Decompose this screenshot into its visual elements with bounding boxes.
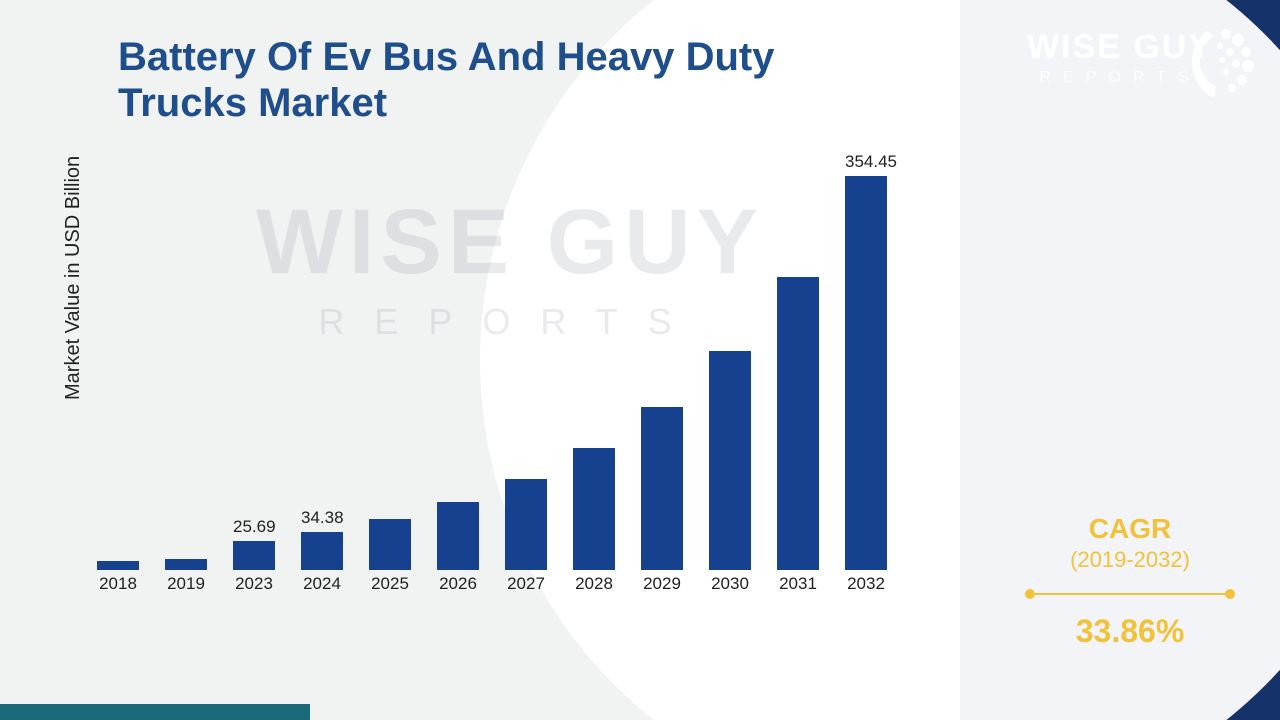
cagr-block: CAGR (2019-2032) 33.86% [1010, 513, 1250, 650]
x-tick-label: 2026 [428, 574, 488, 594]
bottom-strip [0, 704, 310, 720]
chart-title: Battery Of Ev Bus And Heavy Duty Trucks … [118, 34, 778, 126]
bar: 354.45 [845, 176, 887, 570]
bar [709, 351, 751, 570]
cagr-title: CAGR [1010, 513, 1250, 545]
plot-area: 25.69 34.38 354.45 [82, 170, 902, 570]
head-dots-icon [1186, 22, 1256, 102]
x-tick-label: 2029 [632, 574, 692, 594]
bar-value-label: 25.69 [233, 517, 275, 537]
x-tick-label: 2019 [156, 574, 216, 594]
x-tick-label: 2023 [224, 574, 284, 594]
x-tick-label: 2032 [836, 574, 896, 594]
bar-chart: 25.69 34.38 354.45 2018 2019 2023 2024 2025 202… [82, 170, 902, 600]
cagr-divider [1030, 593, 1230, 595]
bar [505, 479, 547, 570]
bar [573, 448, 615, 570]
bar-value-label: 34.38 [301, 508, 343, 528]
bar [777, 277, 819, 570]
infographic-stage: Battery Of Ev Bus And Heavy Duty Trucks … [0, 0, 1280, 720]
x-tick-label: 2018 [88, 574, 148, 594]
x-tick-label: 2027 [496, 574, 556, 594]
cagr-value: 33.86% [1010, 613, 1250, 650]
bar [437, 502, 479, 570]
bar [369, 519, 411, 570]
x-tick-label: 2031 [768, 574, 828, 594]
bar: 25.69 [233, 541, 275, 570]
bar: 34.38 [301, 532, 343, 570]
x-tick-label: 2028 [564, 574, 624, 594]
x-tick-label: 2024 [292, 574, 352, 594]
bar [641, 407, 683, 570]
x-tick-label: 2025 [360, 574, 420, 594]
bar [165, 559, 207, 570]
x-tick-label: 2030 [700, 574, 760, 594]
bar-value-label: 354.45 [845, 152, 887, 172]
cagr-period: (2019-2032) [1010, 547, 1250, 573]
bar [97, 561, 139, 570]
brand-logo: WISE GUY REPORTS [990, 28, 1250, 87]
